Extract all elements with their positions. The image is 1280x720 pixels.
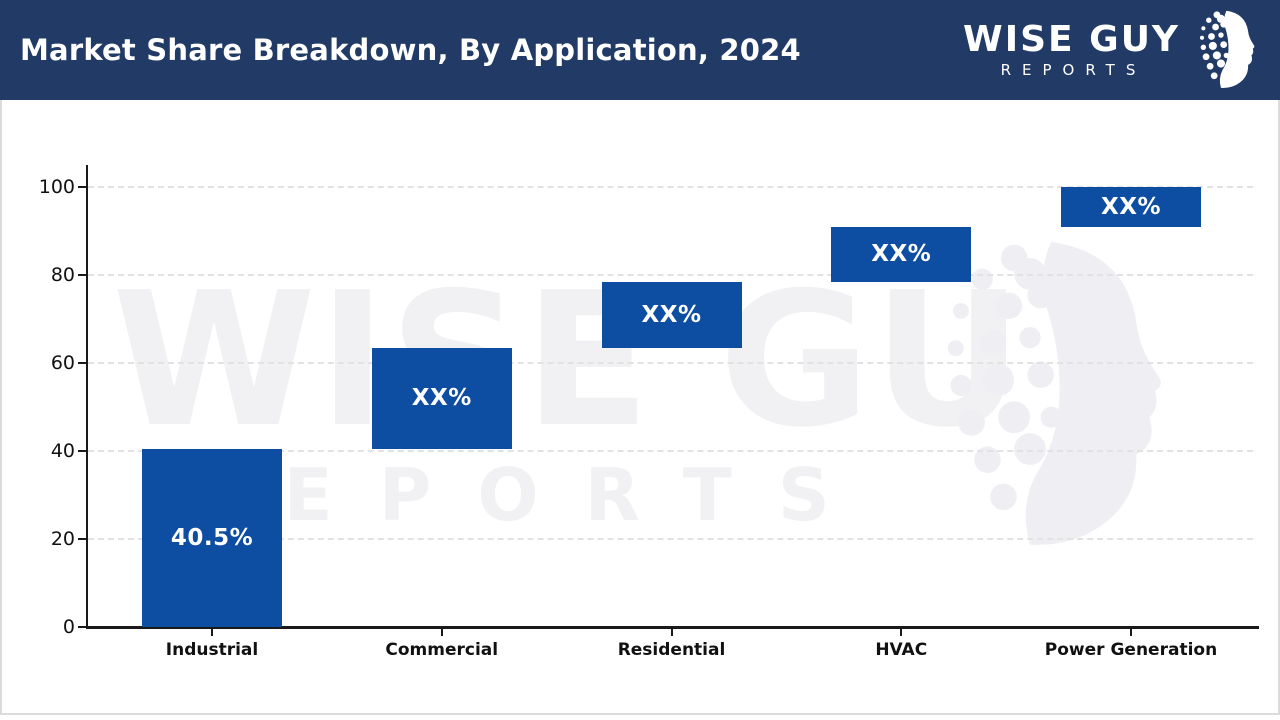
- gridline-20: [88, 538, 1253, 540]
- bar-value-label-industrial: 40.5%: [170, 524, 254, 551]
- x-tick-mark-hvac: [900, 629, 903, 636]
- bar-value-label-commercial: XX%: [411, 385, 472, 412]
- x-tick-mark-power-generation: [1130, 629, 1132, 636]
- bar-residential: XX%: [601, 281, 742, 348]
- y-tick-mark-100: [78, 186, 88, 188]
- header: Market Share Breakdown, By Application, …: [0, 0, 1280, 100]
- y-tick-label-20: 20: [50, 528, 75, 550]
- gridline-100: [88, 186, 1253, 188]
- y-tick-label-80: 80: [50, 264, 75, 286]
- bar-value-label-residential: XX%: [641, 301, 702, 328]
- x-label-hvac: HVAC: [875, 640, 928, 660]
- chart-title: Market Share Breakdown, By Application, …: [20, 33, 801, 67]
- gridline-60: [88, 362, 1253, 364]
- bar-power-generation: XX%: [1061, 187, 1201, 227]
- y-tick-label-0: 0: [62, 616, 75, 638]
- x-tick-mark-industrial: [211, 629, 213, 636]
- gridline-40: [88, 450, 1253, 452]
- y-tick-mark-60: [78, 362, 88, 364]
- x-label-power-generation: Power Generation: [1044, 640, 1218, 660]
- x-tick-mark-residential: [670, 629, 673, 636]
- logo-wiseguy-text: WISE GUY: [962, 19, 1180, 60]
- y-tick-mark-0: [78, 626, 88, 628]
- logo-reports-text: REPORTS: [1000, 61, 1147, 79]
- x-tick-mark-commercial: [440, 629, 443, 636]
- bar-value-label-hvac: XX%: [871, 241, 932, 268]
- y-axis-line: [86, 165, 88, 627]
- bar-value-label-power-generation: XX%: [1100, 193, 1161, 220]
- x-label-industrial: Industrial: [165, 640, 259, 660]
- x-label-residential: Residential: [617, 640, 726, 660]
- bar-commercial: XX%: [371, 347, 512, 449]
- gridline-80: [88, 274, 1253, 276]
- y-tick-label-60: 60: [50, 352, 75, 374]
- x-label-commercial: Commercial: [385, 640, 499, 660]
- y-tick-mark-80: [78, 274, 88, 276]
- y-tick-mark-20: [78, 538, 88, 540]
- bar-hvac: XX%: [831, 226, 972, 282]
- y-tick-mark-40: [78, 450, 88, 452]
- wiseguy-logo: WISE GUY REPORTS: [963, 8, 1262, 92]
- y-tick-label-40: 40: [50, 440, 75, 462]
- y-tick-label-100: 100: [38, 176, 75, 198]
- bar-industrial: 40.5%: [142, 448, 282, 627]
- logo-text: WISE GUY REPORTS: [963, 22, 1180, 78]
- x-axis-line: [86, 626, 1259, 629]
